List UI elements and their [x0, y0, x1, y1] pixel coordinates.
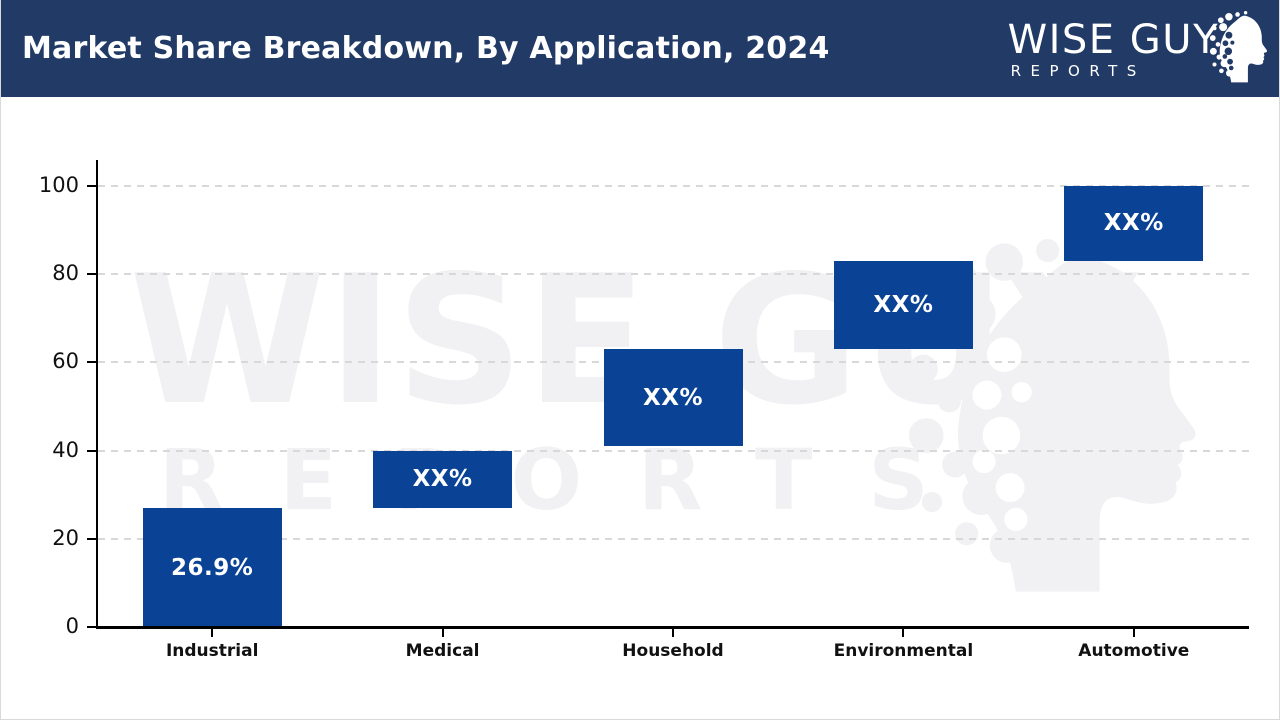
bar-industrial: 26.9%: [142, 508, 282, 627]
bar-household: XX%: [603, 349, 743, 447]
y-tick-mark: [87, 449, 96, 452]
y-tick-mark: [87, 537, 96, 540]
wiseguy-face-icon: [1209, 11, 1267, 83]
x-tick-label-automotive: Automotive: [1078, 641, 1190, 661]
x-tick-label-medical: Medical: [405, 641, 480, 661]
bar-medical: XX%: [373, 450, 513, 509]
gridline-100: [98, 185, 1249, 187]
page-title: Market Share Breakdown, By Application, …: [22, 31, 830, 66]
y-tick-label: 80: [52, 261, 79, 286]
y-tick-label: 100: [38, 173, 79, 197]
bar-environmental: XX%: [833, 260, 973, 350]
bar-value-label: XX%: [412, 466, 473, 493]
x-tick-label-environmental: Environmental: [833, 641, 974, 661]
logo-wordmark: WISE GUY: [1007, 16, 1219, 63]
x-tick-label-household: Household: [622, 641, 724, 661]
x-tick-mark: [1132, 628, 1135, 637]
x-tick-label-industrial: Industrial: [165, 641, 259, 661]
bar-value-label: XX%: [1103, 210, 1164, 237]
brand-logo: WISE GUY REPORTS: [1008, 7, 1273, 91]
x-tick-mark: [902, 628, 905, 637]
x-tick-mark: [672, 628, 674, 637]
y-axis-line: [96, 160, 98, 628]
header: Market Share Breakdown, By Application, …: [1, 0, 1279, 97]
y-tick-mark: [87, 626, 96, 628]
gridline-20: [98, 537, 1249, 540]
x-tick-mark: [211, 628, 214, 637]
bar-value-label: 26.9%: [171, 554, 254, 581]
y-tick-label: 0: [65, 614, 79, 638]
x-tick-mark: [441, 628, 444, 637]
y-tick-mark: [87, 273, 96, 276]
bar-value-label: XX%: [642, 384, 703, 411]
y-tick-label: 20: [52, 525, 79, 550]
bar-automotive: XX%: [1064, 186, 1204, 261]
gridline-80: [98, 273, 1249, 276]
logo-tagline: REPORTS: [1010, 61, 1146, 80]
y-tick-label: 40: [52, 437, 79, 462]
x-axis-line: [96, 626, 1249, 629]
watermark-tagline: REPORTS: [159, 431, 985, 529]
bar-value-label: XX%: [873, 292, 934, 319]
y-tick-label: 60: [52, 349, 79, 374]
gridline-40: [98, 449, 1249, 452]
y-tick-mark: [87, 185, 96, 187]
y-tick-mark: [87, 361, 96, 364]
logo-wordmark-block: WISE GUY REPORTS: [1008, 20, 1219, 79]
